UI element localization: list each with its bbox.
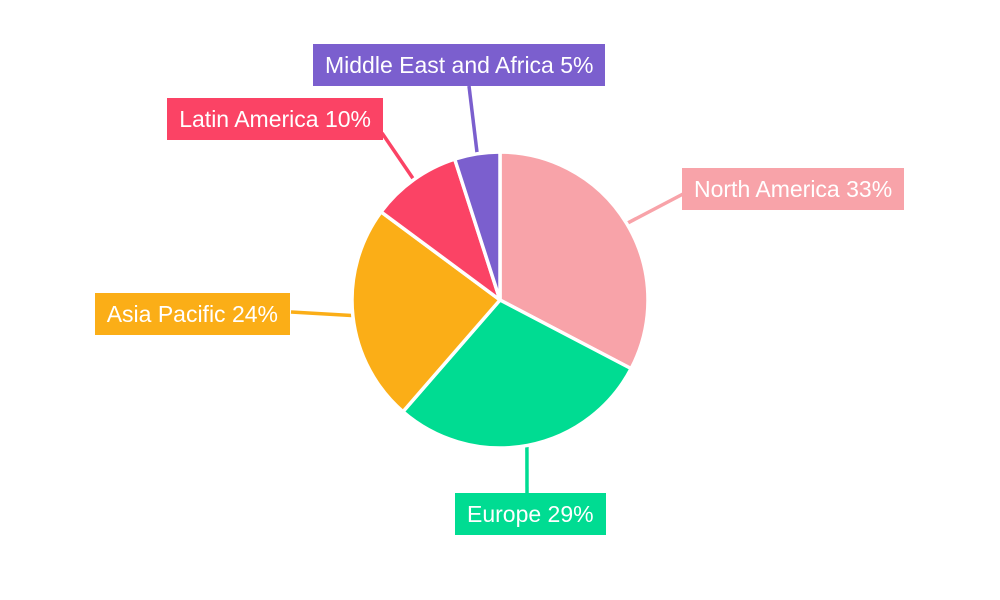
slice-label-asia-pacific: Asia Pacific 24% [94, 293, 290, 335]
leader-line-north-america [623, 192, 684, 227]
slice-label-middle-east-and-africa: Middle East and Africa 5% [313, 44, 606, 86]
slice-label-north-america: North America 33% [682, 168, 905, 210]
slice-label-latin-america: Latin America 10% [167, 98, 383, 140]
pie-slice-middle-east-and-africa[interactable] [452, 150, 502, 302]
leader-line-asia-pacific [290, 310, 356, 318]
slice-label-europe: Europe 29% [455, 493, 606, 535]
leader-line-middle-east-and-africa [467, 85, 480, 157]
pie-slice-asia-pacific[interactable] [350, 210, 502, 414]
pie-slice-europe[interactable] [401, 298, 633, 450]
pie-slice-north-america[interactable] [498, 150, 650, 371]
pie-slice-latin-america[interactable] [379, 157, 502, 302]
leader-line-latin-america [380, 132, 417, 184]
